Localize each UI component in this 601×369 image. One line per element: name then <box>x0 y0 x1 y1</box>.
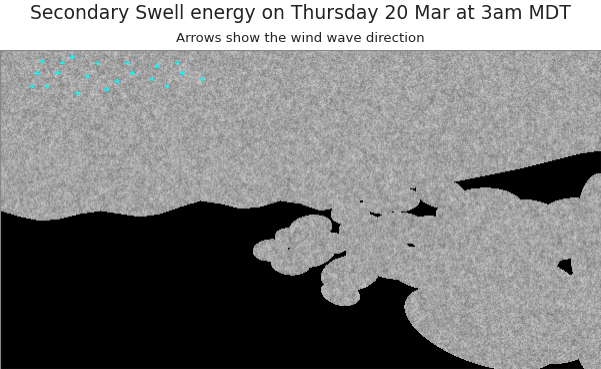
Text: Secondary Swell energy on Thursday 20 Mar at 3am MDT: Secondary Swell energy on Thursday 20 Ma… <box>30 4 571 24</box>
Text: Arrows show the wind wave direction: Arrows show the wind wave direction <box>176 32 425 45</box>
